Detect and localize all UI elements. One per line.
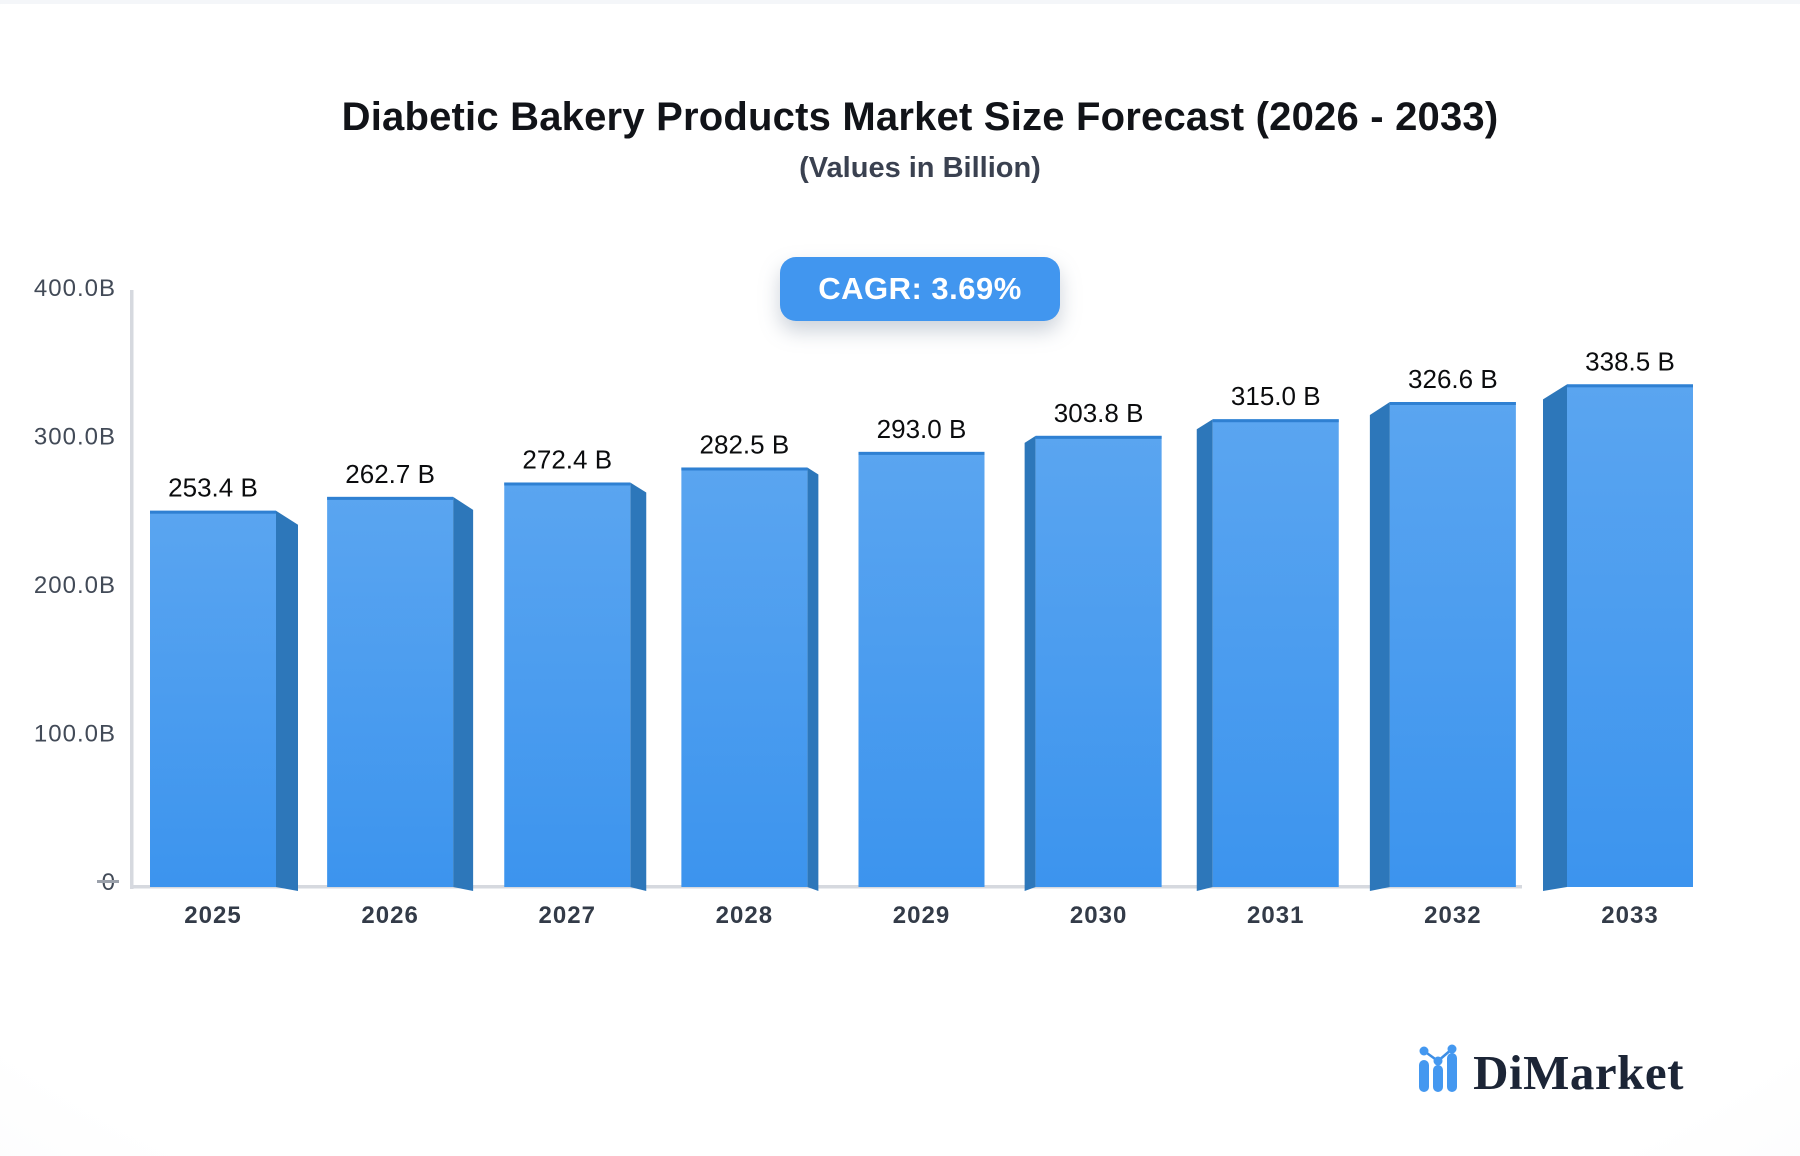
zero-tick-dash (97, 880, 119, 883)
top-edge-strip (0, 0, 1800, 4)
bar-side-face (453, 496, 474, 891)
x-axis-label: 2025 (184, 902, 241, 929)
bar-top-edge (681, 467, 808, 471)
bar-side-face (807, 467, 819, 891)
bar-front-face (1035, 435, 1162, 887)
y-axis-line (130, 290, 134, 889)
bar-side-face (1543, 384, 1567, 891)
bar-value-label: 272.4 B (522, 444, 612, 474)
bar-2029[interactable] (858, 451, 985, 887)
bar-top-edge (504, 482, 631, 486)
dimarket-logo-text: DiMarket (1473, 1045, 1684, 1100)
bar-2030[interactable] (1024, 435, 1162, 891)
bar-top-edge (150, 510, 276, 514)
bar-side-face (1196, 419, 1213, 891)
bar-front-face (327, 496, 454, 887)
y-axis-tick-label: 100.0B (34, 721, 116, 748)
bar-top-edge (858, 451, 985, 455)
bar-2025[interactable] (150, 510, 298, 891)
bar-side-face (1369, 401, 1390, 891)
cagr-badge: CAGR: 3.69% (780, 257, 1060, 321)
y-axis-tick-label: 200.0B (34, 572, 116, 599)
bar-value-label: 338.5 B (1585, 346, 1675, 376)
bar-front-face (1389, 401, 1516, 887)
bar-front-face (150, 510, 276, 887)
bar-2033[interactable] (1543, 384, 1693, 891)
bar-2026[interactable] (327, 496, 474, 891)
bar-2028[interactable] (681, 467, 819, 891)
bar-front-face (858, 451, 985, 887)
chart-subtitle: (Values in Billion) (799, 152, 1041, 184)
bar-front-face (1212, 419, 1339, 887)
bar-value-label: 293.0 B (877, 414, 967, 444)
bar-2027[interactable] (504, 482, 647, 891)
x-axis-label: 2028 (716, 902, 773, 929)
bar-front-face (681, 467, 808, 887)
bar-value-label: 326.6 B (1408, 364, 1498, 394)
bar-value-label: 303.8 B (1054, 398, 1144, 428)
bar-side-face (630, 482, 647, 891)
bar-top-edge (327, 496, 454, 500)
x-axis-label: 2027 (539, 902, 596, 929)
bar-front-face (1567, 384, 1693, 887)
y-axis-tick-label: 300.0B (34, 424, 116, 451)
bar-top-edge (1567, 384, 1693, 388)
bar-2032[interactable] (1369, 401, 1516, 891)
bar-value-label: 262.7 B (345, 459, 435, 489)
x-axis-label: 2031 (1247, 902, 1304, 929)
dimarket-logo: DiMarket (1415, 1044, 1684, 1100)
x-axis-label: 2029 (893, 902, 950, 929)
x-axis-label: 2030 (1070, 902, 1127, 929)
x-axis-label: 2026 (361, 902, 418, 929)
bar-chart-logo-icon (1419, 1044, 1458, 1092)
bar-side-face (276, 510, 298, 891)
bar-top-edge (1389, 401, 1516, 405)
x-axis-line (130, 885, 1522, 889)
bar-top-edge (1212, 419, 1339, 423)
chart-title: Diabetic Bakery Products Market Size For… (341, 95, 1499, 139)
bar-value-label: 282.5 B (700, 429, 790, 459)
bar-top-edge (1035, 435, 1162, 439)
x-axis-label: 2032 (1424, 902, 1481, 929)
x-axis-label: 2033 (1601, 902, 1658, 929)
bar-value-label: 253.4 B (168, 473, 258, 503)
bar-value-label: 315.0 B (1231, 381, 1321, 411)
bar-front-face (504, 482, 631, 887)
bar-2031[interactable] (1196, 419, 1339, 891)
bar-side-face (1024, 435, 1036, 891)
y-axis-tick-label: 400.0B (34, 275, 116, 302)
chart-header: Diabetic Bakery Products Market Size For… (0, 0, 1800, 321)
